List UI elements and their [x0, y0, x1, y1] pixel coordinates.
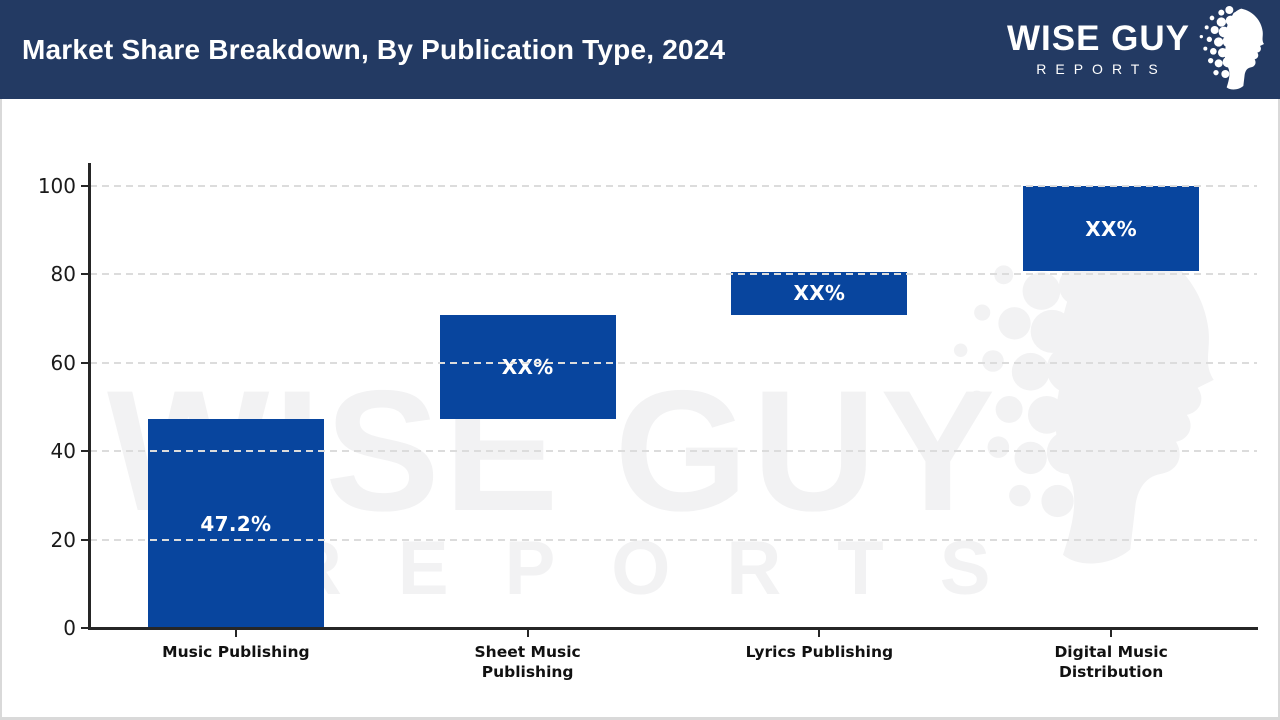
- bar-sheet-music-publishing: XX%: [439, 314, 616, 420]
- y-tick-mark-80: [81, 273, 89, 276]
- grid-line-20: [90, 538, 1257, 541]
- bar-value-label: XX%: [793, 281, 846, 306]
- y-tick-mark-20: [81, 538, 89, 541]
- y-tick-label-20: 20: [50, 527, 76, 552]
- grid-line-80: [90, 273, 1257, 276]
- y-tick-mark-0: [81, 627, 89, 629]
- x-axis-label-3: Digital Music Distribution: [1054, 643, 1168, 681]
- x-tick-mark-1: [526, 629, 529, 637]
- y-tick-label-40: 40: [50, 439, 76, 464]
- watermark-reports-text: REPORTS: [287, 526, 1047, 611]
- x-axis-label-0: Music Publishing: [162, 643, 310, 661]
- y-tick-mark-60: [81, 361, 89, 364]
- y-tick-label-60: 60: [50, 350, 76, 375]
- bar-value-label: XX%: [1085, 216, 1138, 241]
- bar-value-label: 47.2%: [200, 511, 272, 536]
- y-tick-label-100: 100: [37, 174, 76, 198]
- chart-title: Market Share Breakdown, By Publication T…: [22, 33, 726, 65]
- bar-lyrics-publishing: XX%: [731, 272, 908, 315]
- y-tick-mark-100: [81, 185, 89, 187]
- wiseguy-logo-text: WISE GUY REPORTS: [1007, 19, 1190, 77]
- logo-wiseguy-label: WISE GUY: [1006, 19, 1190, 58]
- bar-value-label: XX%: [501, 354, 554, 379]
- x-tick-mark-2: [818, 629, 821, 637]
- x-tick-mark-0: [234, 629, 237, 637]
- grid-line-40: [90, 450, 1257, 453]
- y-tick-mark-40: [81, 450, 89, 453]
- wiseguy-head-icon: [1192, 4, 1272, 92]
- x-tick-mark-3: [1110, 629, 1113, 637]
- grid-line-100: [90, 185, 1257, 187]
- logo-reports-label: REPORTS: [1036, 61, 1167, 77]
- header-bar: Market Share Breakdown, By Publication T…: [0, 0, 1280, 99]
- wiseguy-logo: WISE GUY REPORTS: [1007, 4, 1272, 92]
- plot-area: WISE GUY REPORTS 0 20 40 60 80 100 47.2% Music …: [2, 99, 1278, 717]
- x-axis-line: [88, 627, 1258, 630]
- bar-music-publishing: 47.2%: [147, 419, 324, 628]
- x-axis-label-2: Lyrics Publishing: [745, 643, 894, 661]
- y-tick-label-0: 0: [63, 616, 76, 640]
- y-tick-label-80: 80: [50, 262, 76, 287]
- bar-digital-music-distribution: XX%: [1023, 186, 1200, 272]
- x-axis-label-1: Sheet Music Publishing: [474, 643, 581, 681]
- y-axis-line: [88, 163, 91, 630]
- grid-line-60: [90, 361, 1257, 364]
